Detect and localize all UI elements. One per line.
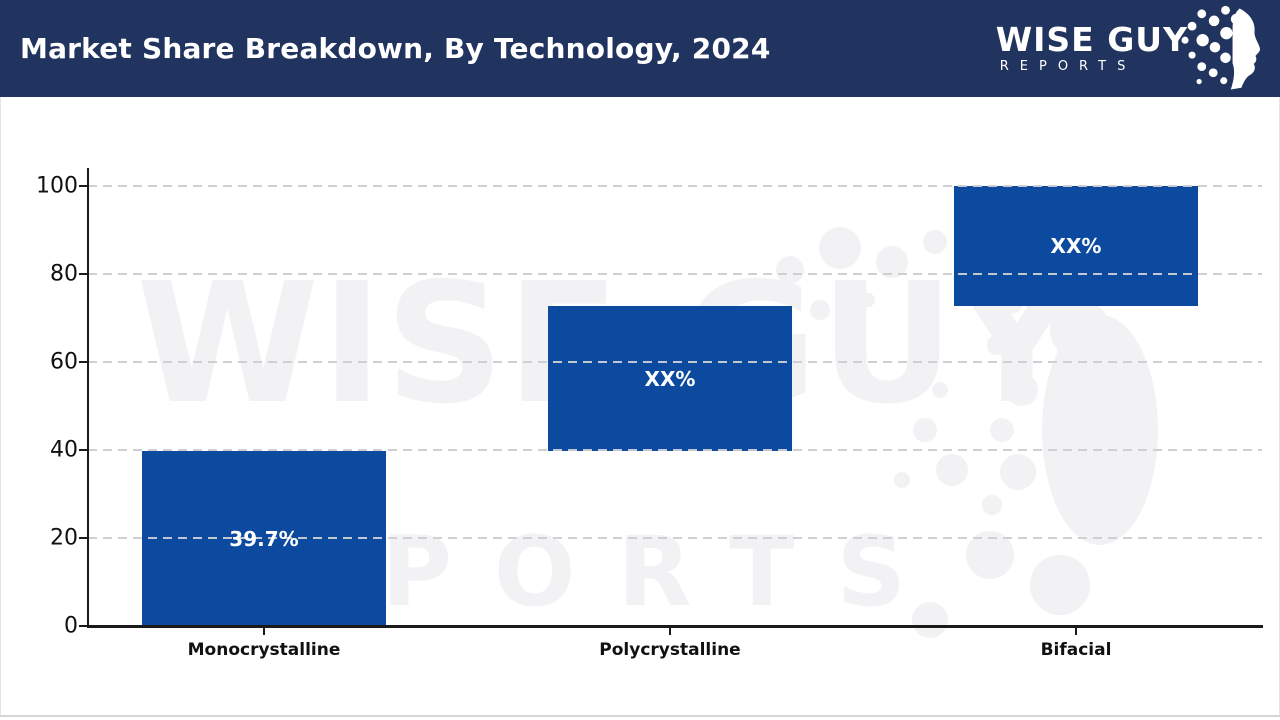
bar-value-label: XX%: [644, 366, 696, 391]
y-tick-label: 20: [50, 525, 78, 551]
gridline-60: [88, 361, 1262, 363]
gridline-40: [88, 449, 1262, 451]
x-category-label: Bifacial: [1040, 640, 1112, 660]
y-tick-label: 100: [36, 173, 78, 199]
bottom-border: [0, 715, 1280, 717]
bar-polycrystalline: [548, 306, 792, 452]
x-tick-mark: [669, 627, 671, 635]
logo-wordmark: WISE GUY: [995, 20, 1188, 59]
y-tick-mark: [79, 537, 88, 539]
y-tick-mark: [79, 625, 88, 627]
x-tick-mark: [1075, 627, 1077, 635]
dotted-head-icon: [1181, 5, 1260, 89]
x-tick-mark: [263, 627, 265, 635]
gridline-100: [88, 185, 1262, 187]
y-tick-mark: [79, 449, 88, 451]
y-tick-mark: [79, 361, 88, 363]
y-tick-label: 0: [64, 613, 78, 639]
wise-guy-logo: WISE GUY REPORTS: [996, 4, 1280, 94]
gridline-80: [88, 273, 1262, 275]
x-category-label: Monocrystalline: [187, 640, 341, 660]
y-axis: [87, 168, 89, 626]
y-tick-label: 40: [50, 437, 78, 463]
bar-value-label: XX%: [1050, 234, 1102, 259]
header-bar: Market Share Breakdown, By Technology, 2…: [0, 0, 1280, 97]
x-category-label: Polycrystalline: [599, 640, 741, 660]
gridline-20: [88, 537, 1262, 539]
bar-value-label: 39.7%: [229, 526, 299, 551]
page-title: Market Share Breakdown, By Technology, 2…: [20, 32, 771, 65]
y-tick-label: 80: [50, 261, 78, 287]
y-tick-mark: [79, 185, 88, 187]
logo-subtitle: REPORTS: [999, 59, 1137, 74]
y-tick-mark: [79, 273, 88, 275]
y-tick-label: 60: [50, 349, 78, 375]
logo-text: WISE GUY REPORTS: [996, 23, 1188, 74]
x-axis: [87, 625, 1263, 628]
